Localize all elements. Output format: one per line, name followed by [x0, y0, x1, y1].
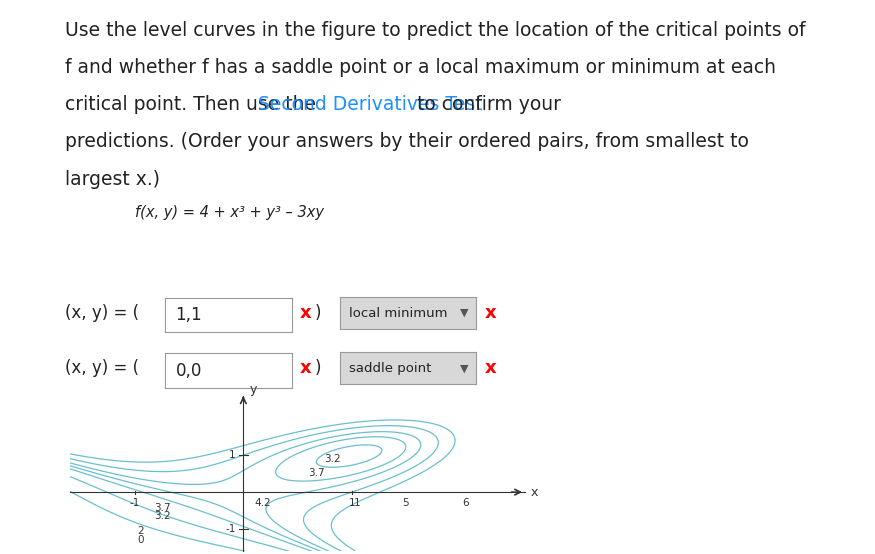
Text: (x, y) = (: (x, y) = (	[65, 360, 139, 377]
Text: ): )	[315, 360, 321, 377]
Text: ▼: ▼	[459, 363, 468, 373]
Text: 1: 1	[348, 497, 355, 507]
Text: saddle point: saddle point	[348, 362, 430, 375]
Text: to confirm your: to confirm your	[410, 95, 561, 114]
Text: largest x.): largest x.)	[65, 170, 160, 188]
Text: 4.2: 4.2	[255, 498, 271, 508]
Text: 1,1: 1,1	[176, 306, 202, 324]
Text: f and whether f has a saddle point or a local maximum or minimum at each: f and whether f has a saddle point or a …	[65, 58, 776, 77]
Text: y: y	[250, 383, 257, 396]
Text: 3.2: 3.2	[325, 454, 341, 464]
Text: ▼: ▼	[459, 308, 468, 318]
Text: Second Derivatives Test: Second Derivatives Test	[257, 95, 482, 114]
Text: (x, y) = (: (x, y) = (	[65, 304, 139, 322]
Text: critical point. Then use the: critical point. Then use the	[65, 95, 322, 114]
Text: 0,0: 0,0	[176, 362, 202, 379]
Text: predictions. (Order your answers by their ordered pairs, from smallest to: predictions. (Order your answers by thei…	[65, 132, 749, 151]
Text: 5: 5	[402, 498, 410, 508]
Text: 0: 0	[137, 535, 144, 545]
Text: x: x	[485, 360, 496, 377]
Text: f(x, y) = 4 + x³ + y³ – 3xy: f(x, y) = 4 + x³ + y³ – 3xy	[135, 205, 324, 220]
Text: 2: 2	[137, 526, 144, 536]
Text: x: x	[530, 486, 538, 499]
Text: ): )	[315, 304, 321, 322]
Text: 3.7: 3.7	[154, 502, 171, 512]
Text: 3.2: 3.2	[154, 511, 171, 521]
Text: local minimum: local minimum	[348, 306, 447, 320]
Text: 3.7: 3.7	[308, 468, 325, 478]
Text: 1: 1	[229, 450, 235, 460]
Text: -1: -1	[130, 497, 140, 507]
Text: x: x	[299, 304, 311, 322]
Text: 6: 6	[462, 498, 469, 508]
Text: 1: 1	[354, 498, 360, 508]
Text: Use the level curves in the figure to predict the location of the critical point: Use the level curves in the figure to pr…	[65, 21, 805, 40]
Text: x: x	[485, 304, 496, 322]
Text: x: x	[299, 360, 311, 377]
Text: -1: -1	[226, 524, 235, 534]
